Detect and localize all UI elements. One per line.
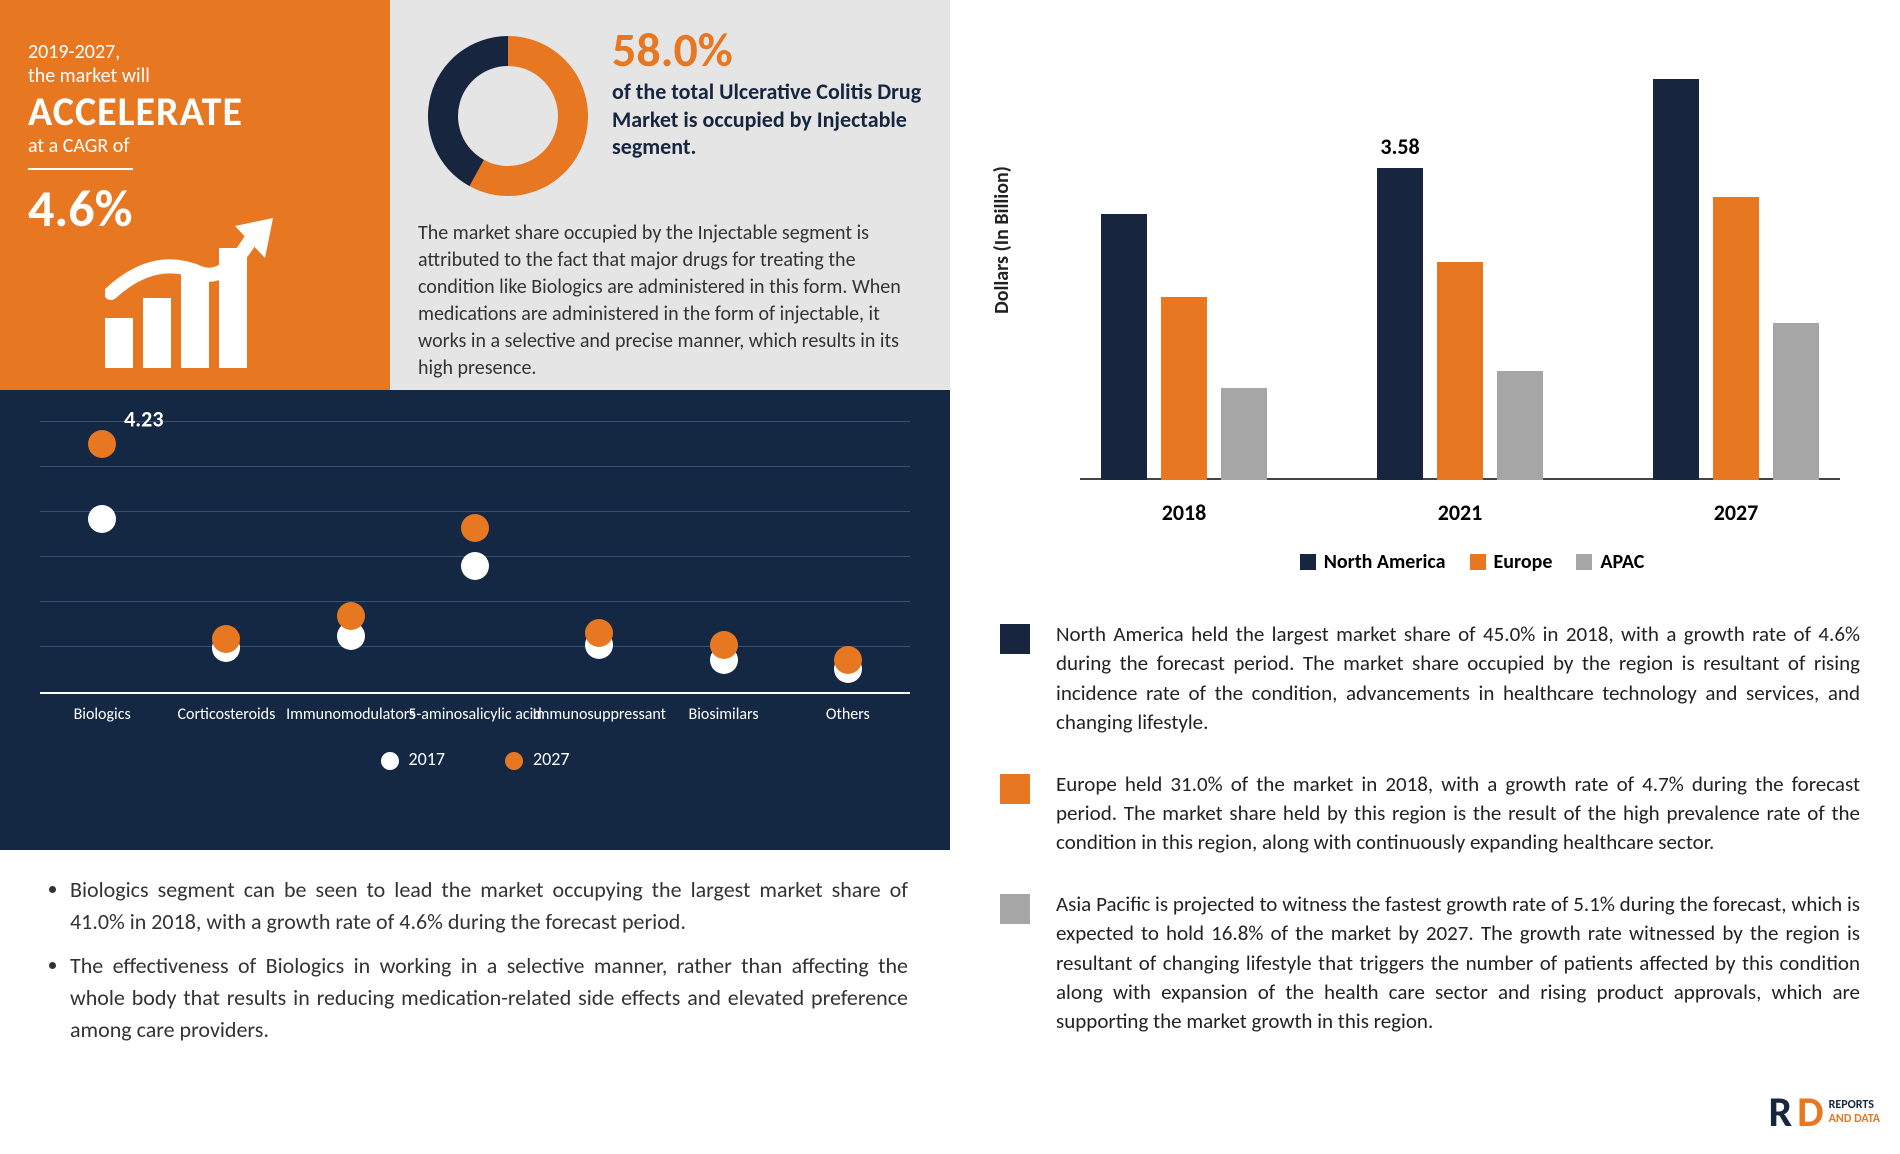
bar-legend-item: North America [1324,550,1446,574]
dot-point [834,646,862,674]
bar [1773,323,1819,480]
donut-body: The market share occupied by the Injecta… [418,220,922,382]
bar-chart-y-title: Dollars (In Billion) [990,166,1014,314]
dot-gridline [40,466,910,467]
logo-line2: AND DATA [1829,1113,1880,1126]
growth-arrow-icon [105,218,275,368]
dot-category-label: 5-aminosalicylic acid [408,705,541,724]
donut-percent: 58.0% [612,26,922,74]
logo-d-letter: D [1797,1087,1820,1138]
dot-chart-legend: 2017 2027 [40,748,910,770]
bar-chart-area: Dollars (In Billion) 20183.5820212027 No… [980,20,1870,580]
right-column: Dollars (In Billion) 20183.5820212027 No… [950,0,1900,1154]
bar-legend-item: Europe [1494,550,1553,574]
dot-point [88,505,116,533]
dot-category-label: Others [826,705,870,724]
left-column: 2019-2027, the market will ACCELERATE at… [0,0,950,1154]
dot-chart-box: Biologics Corticosteroids Immunomodulators… [0,390,950,850]
cagr-accelerate: ACCELERATE [28,92,362,132]
dot-category-label: Corticosteroids [177,705,275,724]
bar [1221,388,1267,480]
dot-category-label: Immunosuppressant [533,705,666,724]
dot-highlight-label: 4.23 [124,405,163,432]
reports-and-data-logo: RD REPORTS AND DATA [1769,1087,1880,1138]
bar [1377,168,1423,480]
dot-point [337,602,365,630]
cagr-line3: at a CAGR of [28,134,362,158]
bar [1497,371,1543,480]
region-text-blocks: North America held the largest market sh… [1000,620,1860,1069]
dot-point [461,514,489,542]
bar [1713,197,1759,480]
bar-category-label: 2027 [1714,499,1759,526]
region-row: Europe held 31.0% of the market in 2018,… [1000,770,1860,858]
region-row: Asia Pacific is projected to witness the… [1000,890,1860,1037]
bar [1437,262,1483,480]
bar [1653,79,1699,480]
cagr-box: 2019-2027, the market will ACCELERATE at… [0,0,390,390]
dot-point [461,552,489,580]
dot-bullets: Biologics segment can be seen to lead th… [0,850,950,1081]
dot-point [585,619,613,647]
region-text: North America held the largest market sh… [1056,620,1860,738]
bar-category-label: 2018 [1162,499,1207,526]
cagr-line1: 2019-2027, [28,40,362,64]
dot-category-label: Immunomodulators [286,705,415,724]
logo-r-letter: R [1769,1087,1790,1138]
bullet-item: Biologics segment can be seen to lead th… [70,874,908,938]
region-row: North America held the largest market sh… [1000,620,1860,738]
dot-xaxis [40,692,910,694]
bullet-item: The effectiveness of Biologics in workin… [70,950,908,1046]
region-text: Europe held 31.0% of the market in 2018,… [1056,770,1860,858]
dot-category-label: Biosimilars [689,705,759,724]
region-text: Asia Pacific is projected to witness the… [1056,890,1860,1037]
donut-slice [428,36,508,186]
bar-legend-item: APAC [1600,550,1644,574]
dot-category-label: Biologics [74,705,131,724]
donut-headline: of the total Ulcerative Colitis Drug Mar… [612,78,922,161]
dot-chart: Biologics Corticosteroids Immunomodulators… [40,412,910,742]
region-swatch [1000,624,1030,654]
bar-chart: 20183.5820212027 [1080,40,1840,480]
cagr-line2: the market will [28,64,362,88]
bar-category-label: 2021 [1438,499,1483,526]
donut-box: 58.0% of the total Ulcerative Colitis Dr… [390,0,950,390]
dot-point [212,625,240,653]
donut-chart [418,26,598,206]
dot-point [88,430,116,458]
dot-gridline [40,601,910,602]
bar-value-label: 3.58 [1380,133,1419,160]
dot-gridline [40,646,910,647]
dot-gridline [40,511,910,512]
bar [1101,214,1147,480]
logo-line1: REPORTS [1829,1099,1880,1112]
region-swatch [1000,774,1030,804]
dot-legend-item: 2027 [505,748,570,770]
bar-chart-legend: North America Europe APAC [1080,550,1840,582]
bar [1161,297,1207,480]
dot-gridline [40,421,910,422]
dot-point [710,631,738,659]
dot-legend-item: 2017 [381,748,446,770]
region-swatch [1000,894,1030,924]
